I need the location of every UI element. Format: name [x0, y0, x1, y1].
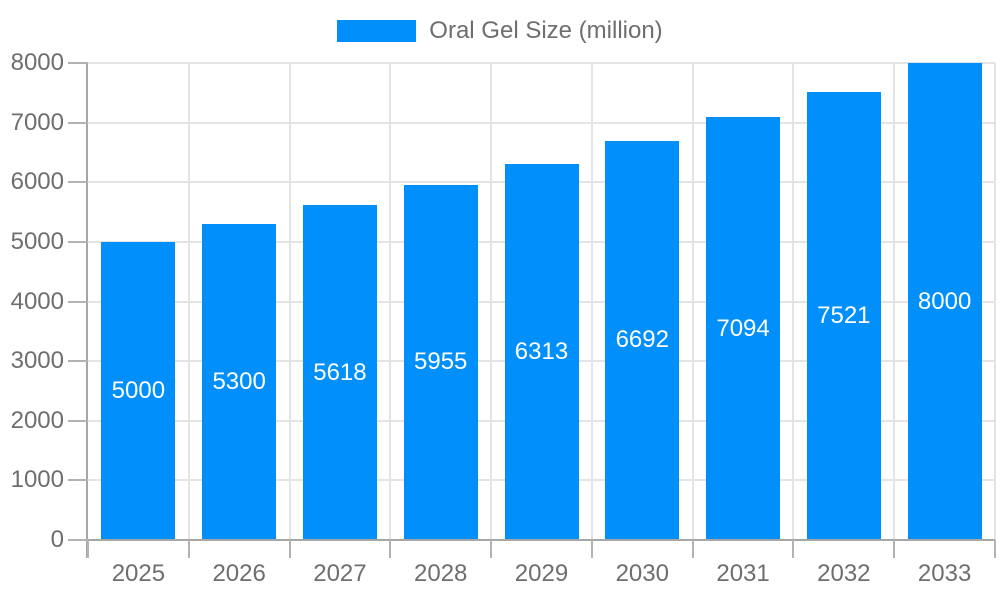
y-axis-tick	[68, 479, 88, 482]
bar-value-label: 8000	[917, 287, 972, 315]
bar[interactable]: 8000	[907, 63, 982, 540]
x-axis-tick	[792, 540, 795, 558]
bar-value-label: 5000	[111, 376, 166, 404]
x-gridline	[490, 63, 493, 540]
legend-swatch	[337, 20, 417, 42]
bar-value-label: 5955	[414, 348, 468, 376]
x-gridline	[590, 63, 593, 540]
bar-value-label: 6313	[514, 337, 569, 365]
x-axis-tick	[590, 540, 593, 558]
x-axis-label: 2032	[817, 560, 871, 587]
y-axis-label: 5000	[10, 227, 64, 255]
x-axis-tick	[893, 540, 896, 558]
x-gridline	[691, 63, 694, 540]
bar-value-label: 6692	[615, 326, 669, 354]
bar-value-label: 5300	[212, 367, 266, 395]
x-axis-tick	[389, 540, 392, 558]
x-axis-label: 2031	[716, 560, 770, 587]
y-axis-label: 3000	[10, 347, 64, 375]
y-axis-line	[86, 63, 88, 558]
x-axis-tick	[187, 540, 190, 558]
legend: Oral Gel Size (million)	[0, 13, 1000, 49]
bar[interactable]: 5618	[302, 205, 377, 540]
bar[interactable]: 6313	[504, 163, 579, 540]
x-axis-tick	[288, 540, 291, 558]
bar[interactable]: 5300	[202, 223, 277, 540]
y-axis-tick	[68, 240, 88, 243]
bar[interactable]: 5000	[101, 241, 176, 540]
legend-item-oral-gel-size[interactable]: Oral Gel Size (million)	[337, 17, 663, 45]
y-axis-tick	[68, 62, 88, 64]
y-axis-tick	[68, 181, 88, 184]
x-axis-label: 2026	[212, 560, 266, 587]
x-gridline	[792, 63, 795, 540]
x-axis-label: 2029	[514, 560, 569, 587]
x-axis-label: 2033	[917, 560, 972, 587]
x-axis-label: 2030	[615, 560, 669, 587]
y-axis-label: 4000	[10, 287, 64, 315]
bar[interactable]: 6692	[605, 140, 680, 540]
x-axis-tick	[691, 540, 694, 558]
x-gridline	[893, 63, 896, 540]
y-axis-tick	[68, 121, 88, 124]
y-axis-tick	[68, 300, 88, 303]
x-axis-tick	[87, 540, 89, 558]
y-axis-label: 0	[50, 526, 64, 553]
x-axis-line	[86, 539, 995, 541]
legend-label: Oral Gel Size (million)	[429, 17, 663, 44]
bar-value-label: 7521	[817, 301, 871, 329]
x-axis-tick	[490, 540, 493, 558]
x-gridline	[288, 63, 291, 540]
y-axis-tick	[68, 419, 88, 422]
bar[interactable]: 5955	[403, 184, 478, 540]
x-gridline	[994, 63, 996, 540]
bar-value-label: 5618	[313, 358, 367, 386]
x-axis-tick	[994, 540, 996, 558]
bar[interactable]: 7521	[806, 91, 881, 540]
y-axis-label: 1000	[10, 466, 64, 494]
y-gridline	[88, 121, 995, 124]
y-axis-label: 8000	[10, 49, 64, 76]
x-axis-label: 2028	[414, 560, 468, 587]
bar[interactable]: 7094	[706, 117, 781, 540]
bar-value-label: 7094	[716, 314, 770, 342]
y-axis-label: 2000	[10, 406, 64, 434]
y-gridline	[88, 62, 995, 64]
y-axis-tick	[68, 360, 88, 363]
y-axis-label: 7000	[10, 108, 64, 136]
x-axis-label: 2025	[111, 560, 166, 587]
y-axis-label: 6000	[10, 168, 64, 196]
x-gridline	[187, 63, 190, 540]
x-axis-label: 2027	[313, 560, 367, 587]
x-gridline	[389, 63, 392, 540]
y-axis-tick	[68, 539, 88, 541]
